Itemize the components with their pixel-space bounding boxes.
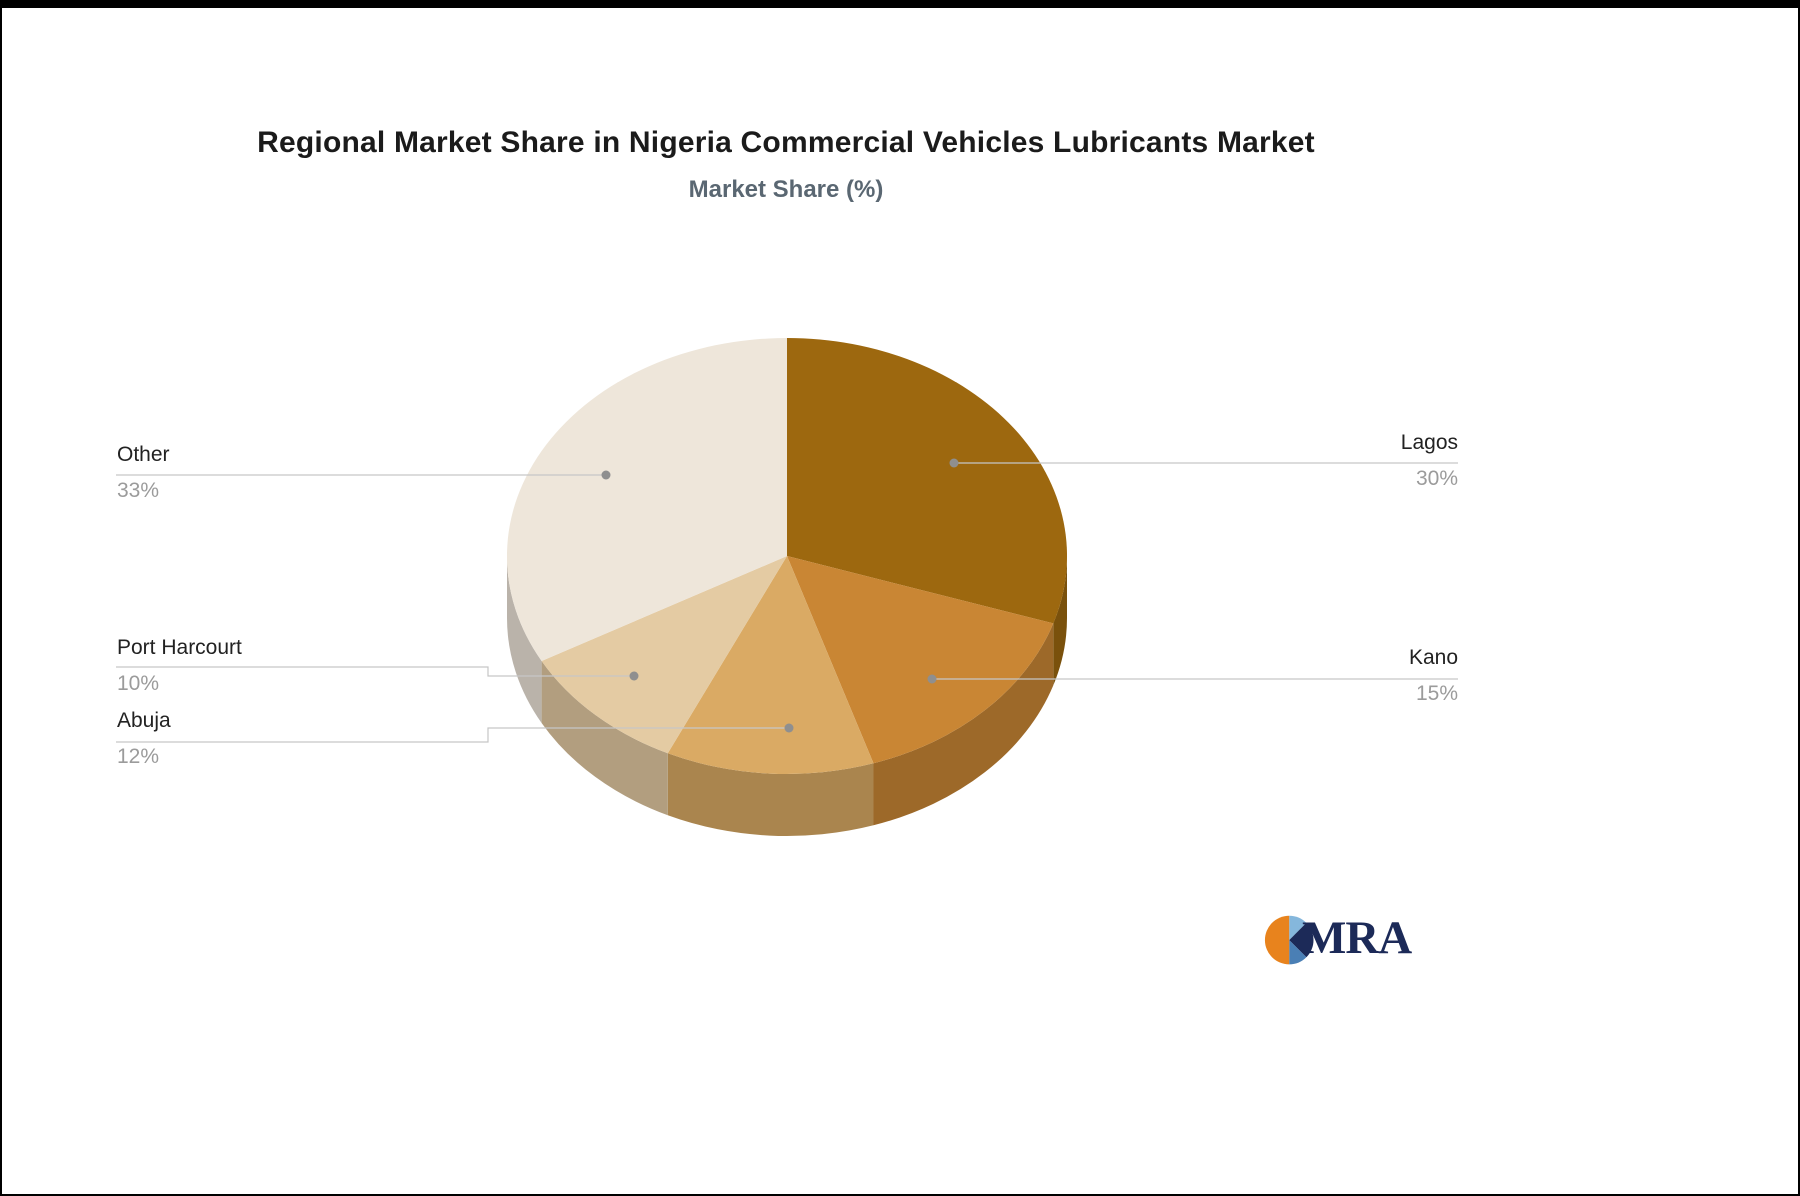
label-other-name: Other <box>117 443 170 466</box>
label-kano-name: Kano <box>1408 646 1458 669</box>
label-lagos-name: Lagos <box>1400 431 1458 454</box>
label-lagos-value: 30% <box>1415 467 1458 490</box>
chart-title: Regional Market Share in Nigeria Commerc… <box>257 126 1315 159</box>
label-other: Other 33% <box>117 444 170 501</box>
label-port-harcourt: Port Harcourt 10% <box>117 637 242 694</box>
label-port-harcourt-value: 10% <box>117 672 160 695</box>
mra-logo-text: MRA <box>1302 912 1412 964</box>
label-abuja-value: 12% <box>117 745 160 768</box>
label-kano: Kano 15% <box>1409 647 1458 704</box>
label-port-harcourt-name: Port Harcourt <box>117 636 242 659</box>
mra-logo: MRA <box>1264 909 1434 973</box>
label-abuja: Abuja 12% <box>117 710 171 767</box>
label-lagos: Lagos 30% <box>1401 432 1458 489</box>
chart-subtitle: Market Share (%) <box>688 176 884 203</box>
label-other-value: 33% <box>117 479 160 502</box>
label-abuja-name: Abuja <box>117 709 171 732</box>
label-kano-value: 15% <box>1415 682 1458 705</box>
mra-logo-icon <box>1264 915 1314 965</box>
pie-chart <box>116 338 1458 836</box>
